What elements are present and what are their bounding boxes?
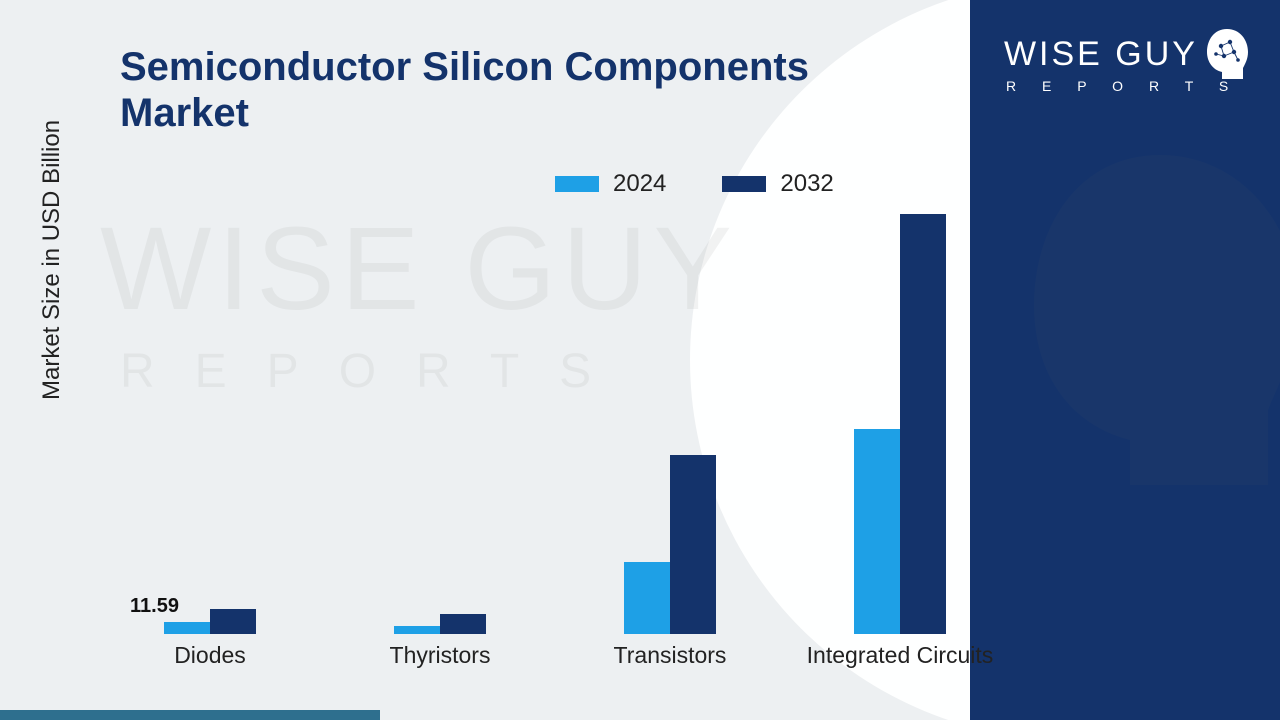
brand-logo-sub: R E P O R T S: [1006, 78, 1250, 94]
chart-canvas: WISE GUY REPORTS Semiconductor Silicon C…: [0, 0, 1280, 720]
legend: 2024 2032: [555, 170, 834, 198]
x-tick-label: Diodes: [110, 642, 310, 668]
legend-label-2024: 2024: [613, 170, 666, 198]
plot-area: 11.59: [120, 204, 990, 634]
x-axis-labels: DiodesThyristorsTransistorsIntegrated Ci…: [120, 642, 990, 698]
x-tick-label: Integrated Circuits: [800, 642, 1000, 668]
chart-title: Semiconductor Silicon Components Market: [120, 44, 850, 136]
bar: [440, 614, 486, 634]
legend-swatch-2024: [555, 176, 599, 192]
legend-swatch-2032: [722, 176, 766, 192]
bar-group: [360, 614, 520, 634]
brand-logo-text: WISE GUY: [1004, 35, 1198, 74]
legend-label-2032: 2032: [780, 170, 833, 198]
bar: [900, 214, 946, 634]
brand-logo-main: WISE GUY: [1004, 28, 1250, 80]
bar: [210, 609, 256, 634]
footer-accent-bar: [0, 710, 380, 720]
watermark-head-icon: [1000, 140, 1280, 500]
brand-head-icon: [1204, 28, 1250, 80]
bar: [624, 562, 670, 634]
bar: [394, 626, 440, 634]
bar: [854, 429, 900, 634]
brand-logo: WISE GUY R E P O R T S: [1004, 28, 1250, 94]
y-axis-label: Market Size in USD Billion: [38, 120, 66, 400]
bar: [164, 622, 210, 634]
bar: [670, 455, 716, 634]
bar-group: [590, 455, 750, 634]
bar-group: [820, 214, 980, 634]
x-tick-label: Thyristors: [340, 642, 540, 668]
legend-item-2024: 2024: [555, 170, 666, 198]
data-label: 11.59: [130, 595, 179, 618]
legend-item-2032: 2032: [722, 170, 833, 198]
x-tick-label: Transistors: [570, 642, 770, 668]
